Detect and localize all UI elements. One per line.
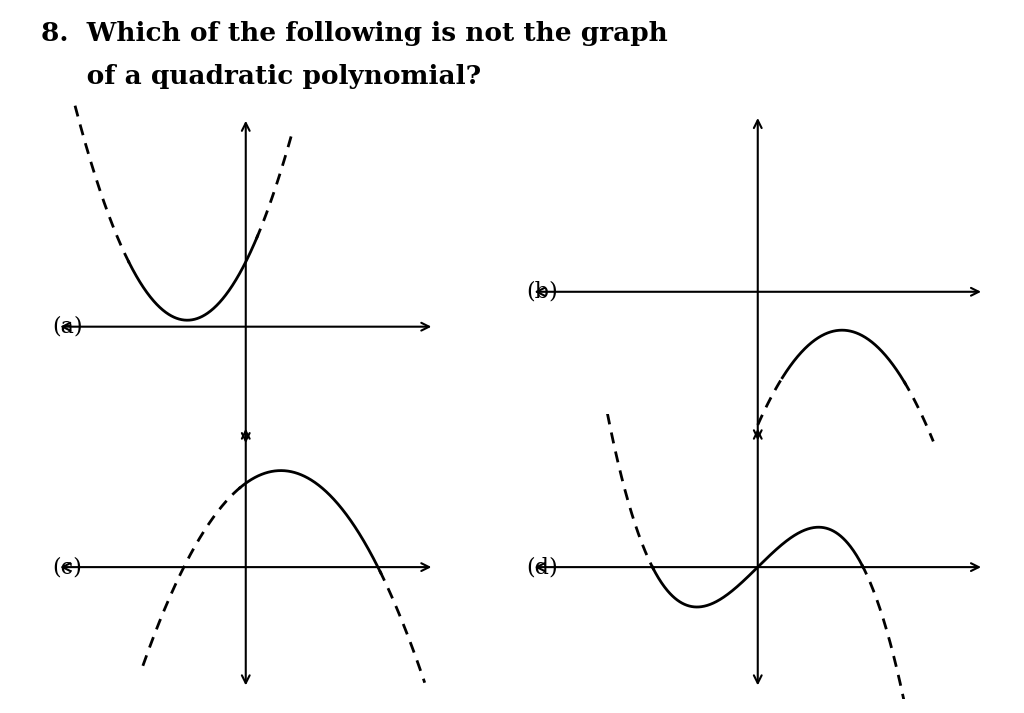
Text: (c): (c) <box>52 556 83 578</box>
Text: (b): (b) <box>526 281 558 303</box>
Text: (d): (d) <box>526 556 558 578</box>
Text: (a): (a) <box>52 316 83 338</box>
Text: of a quadratic polynomial?: of a quadratic polynomial? <box>41 64 481 89</box>
Text: 8.  Which of the following is not the graph: 8. Which of the following is not the gra… <box>41 21 668 46</box>
